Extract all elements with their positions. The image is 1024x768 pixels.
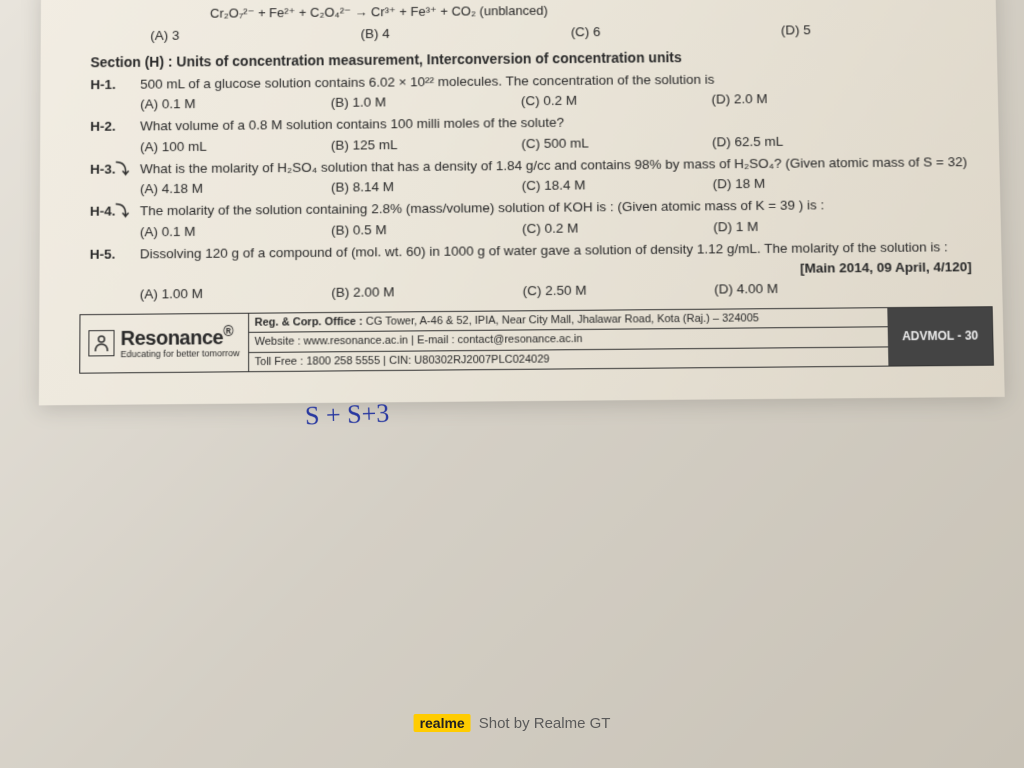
module-code: ADVMOL - 30 <box>887 307 992 366</box>
opt-d: (D) 4.00 M <box>714 278 906 300</box>
opt-d: (D) 62.5 mL <box>712 130 903 152</box>
camera-watermark: realme Shot by Realme GT <box>414 714 611 732</box>
h5-reference: [Main 2014, 09 April, 4/120] <box>800 257 972 279</box>
reg-mark: ® <box>223 323 233 339</box>
opt-b: (B) 4 <box>360 22 570 44</box>
logo-text: Resonance® Educating for better tomorrow <box>120 324 239 363</box>
person-icon <box>88 330 114 356</box>
q-num: H-3.⤵ <box>90 159 140 180</box>
q-num: H-2. <box>90 117 140 138</box>
brand-tagline: Educating for better tomorrow <box>120 347 239 362</box>
opt-a: (A) 4.18 M <box>140 178 331 200</box>
q-num: H-1. <box>90 75 140 96</box>
q-num: H-5. <box>90 244 140 285</box>
opt-c: (C) 18.4 M <box>522 174 713 196</box>
opt-d: (D) 1 M <box>713 215 904 237</box>
opt-b: (B) 0.5 M <box>331 218 522 240</box>
opt-a: (A) 100 mL <box>140 135 331 157</box>
opt-d: (D) 5 <box>781 18 992 40</box>
q-num: H-4.⤵ <box>90 202 140 223</box>
opt-c: (C) 6 <box>571 20 781 42</box>
opt-a: (A) 0.1 M <box>140 93 330 115</box>
opt-b: (B) 1.0 M <box>331 91 522 113</box>
opt-d: (D) 2.0 M <box>711 88 902 110</box>
brand-name: Resonance® <box>121 324 240 349</box>
handwritten-note: S + S+3 <box>305 399 390 432</box>
opt-b: (B) 2.00 M <box>331 281 523 303</box>
opt-a: (A) 0.1 M <box>140 220 331 242</box>
logo-cell: Resonance® Educating for better tomorrow <box>80 313 248 372</box>
watermark-text: Shot by Realme GT <box>479 715 611 732</box>
brand-word: Resonance <box>121 326 224 349</box>
opt-d: (D) 18 M <box>712 173 903 195</box>
footer-infobox: Resonance® Educating for better tomorrow… <box>79 306 994 374</box>
opt-c: (C) 0.2 M <box>521 90 712 112</box>
opt-b: (B) 8.14 M <box>331 176 522 198</box>
opt-a: (A) 3 <box>150 24 360 46</box>
opt-c: (C) 2.50 M <box>523 280 715 302</box>
opt-a: (A) 1.00 M <box>140 283 332 305</box>
opt-b: (B) 125 mL <box>331 134 522 156</box>
opt-c: (C) 500 mL <box>521 132 712 154</box>
opt-c: (C) 0.2 M <box>522 217 713 239</box>
realme-badge: realme <box>414 714 471 732</box>
worksheet-paper: Cr₂O₇²⁻ + Fe²⁺ + C₂O₄²⁻ → Cr³⁺ + Fe³⁺ + … <box>39 0 1005 405</box>
info-middle: Reg. & Corp. Office : Reg. & Corp. Offic… <box>249 308 889 372</box>
